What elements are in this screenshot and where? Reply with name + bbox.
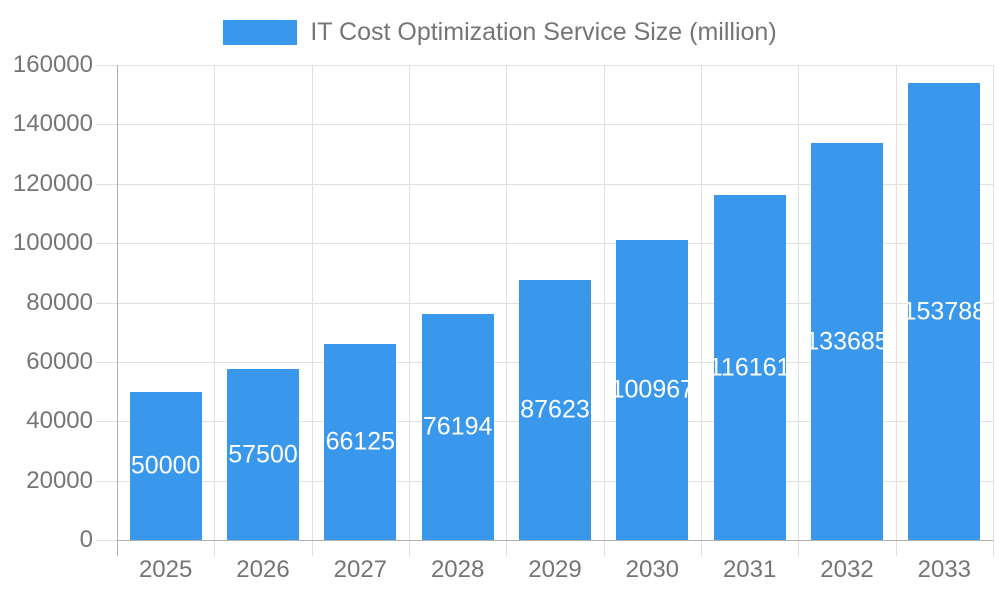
chart-legend[interactable]: IT Cost Optimization Service Size (milli… bbox=[0, 18, 1000, 47]
bar-value-label: 153788 bbox=[902, 297, 987, 326]
gridline-vertical bbox=[604, 65, 605, 540]
x-axis-label: 2031 bbox=[722, 556, 777, 583]
y-axis-label: 60000 bbox=[26, 347, 93, 375]
x-axis-tick bbox=[798, 540, 799, 556]
x-axis-label: 2029 bbox=[528, 556, 582, 583]
x-axis-label: 2026 bbox=[236, 556, 290, 583]
gridline-vertical bbox=[798, 65, 799, 540]
y-axis-tick bbox=[96, 65, 117, 66]
x-axis-tick bbox=[214, 540, 215, 556]
x-axis-label: 2033 bbox=[917, 556, 972, 583]
x-axis-label: 2025 bbox=[138, 556, 193, 583]
x-axis-line bbox=[117, 540, 993, 541]
gridline-vertical bbox=[701, 65, 702, 540]
x-axis-tick bbox=[896, 540, 897, 556]
bar-value-label: 76194 bbox=[422, 412, 493, 441]
gridline-horizontal bbox=[117, 124, 993, 125]
bar-value-label: 57500 bbox=[228, 440, 298, 469]
gridline-vertical bbox=[312, 65, 313, 540]
legend-swatch bbox=[223, 20, 298, 45]
gridline-horizontal bbox=[117, 65, 993, 66]
y-axis-tick bbox=[96, 184, 117, 185]
x-axis-tick bbox=[701, 540, 702, 556]
y-axis-tick bbox=[96, 243, 117, 244]
y-axis-tick bbox=[96, 481, 117, 482]
bar-value-label: 87623 bbox=[520, 395, 590, 424]
gridline-vertical bbox=[506, 65, 507, 540]
bar-value-label: 100967 bbox=[610, 375, 695, 404]
y-axis-label: 80000 bbox=[26, 288, 93, 316]
bar-2025[interactable] bbox=[130, 392, 202, 540]
y-axis-tick bbox=[96, 540, 117, 541]
y-axis-tick bbox=[96, 124, 117, 125]
bar-2028[interactable] bbox=[422, 314, 494, 540]
gridline-vertical bbox=[993, 65, 994, 540]
x-axis-tick bbox=[409, 540, 410, 556]
bar-value-label: 66125 bbox=[325, 427, 396, 456]
x-axis-label: 2030 bbox=[625, 556, 680, 583]
bar-2026[interactable] bbox=[227, 369, 299, 540]
bar-value-label: 116161 bbox=[708, 353, 791, 382]
gridline-vertical bbox=[409, 65, 410, 540]
x-axis-tick bbox=[506, 540, 507, 556]
bar-value-label: 50000 bbox=[130, 451, 201, 480]
y-axis-label: 140000 bbox=[12, 110, 93, 138]
bar-2032[interactable] bbox=[811, 143, 883, 540]
x-axis-tick bbox=[312, 540, 313, 556]
y-axis-label: 0 bbox=[79, 526, 93, 553]
y-axis-tick bbox=[96, 303, 117, 304]
x-axis-tick bbox=[604, 540, 605, 556]
y-axis-label: 20000 bbox=[26, 466, 93, 494]
x-axis-label: 2027 bbox=[333, 556, 388, 583]
bar-2030[interactable] bbox=[616, 240, 688, 540]
legend-label: IT Cost Optimization Service Size (milli… bbox=[310, 18, 777, 46]
bar-2027[interactable] bbox=[324, 344, 396, 540]
gridline-horizontal bbox=[117, 243, 993, 244]
gridline-vertical bbox=[214, 65, 215, 540]
y-axis-line bbox=[117, 65, 118, 556]
bar-2033[interactable] bbox=[908, 83, 980, 540]
bar-2031[interactable] bbox=[714, 195, 786, 540]
bar-value-label: 133685 bbox=[805, 327, 889, 356]
y-axis-tick bbox=[96, 362, 117, 363]
x-axis-label: 2032 bbox=[820, 556, 874, 583]
gridline-horizontal bbox=[117, 184, 993, 185]
y-axis-tick bbox=[96, 421, 117, 422]
x-axis-tick bbox=[993, 540, 994, 556]
bar-2029[interactable] bbox=[519, 280, 591, 540]
y-axis-label: 120000 bbox=[12, 169, 93, 197]
y-axis-label: 40000 bbox=[26, 407, 93, 435]
x-axis-label: 2028 bbox=[430, 556, 485, 583]
y-axis-label: 160000 bbox=[12, 51, 93, 78]
gridline-vertical bbox=[896, 65, 897, 540]
y-axis-label: 100000 bbox=[12, 229, 93, 257]
